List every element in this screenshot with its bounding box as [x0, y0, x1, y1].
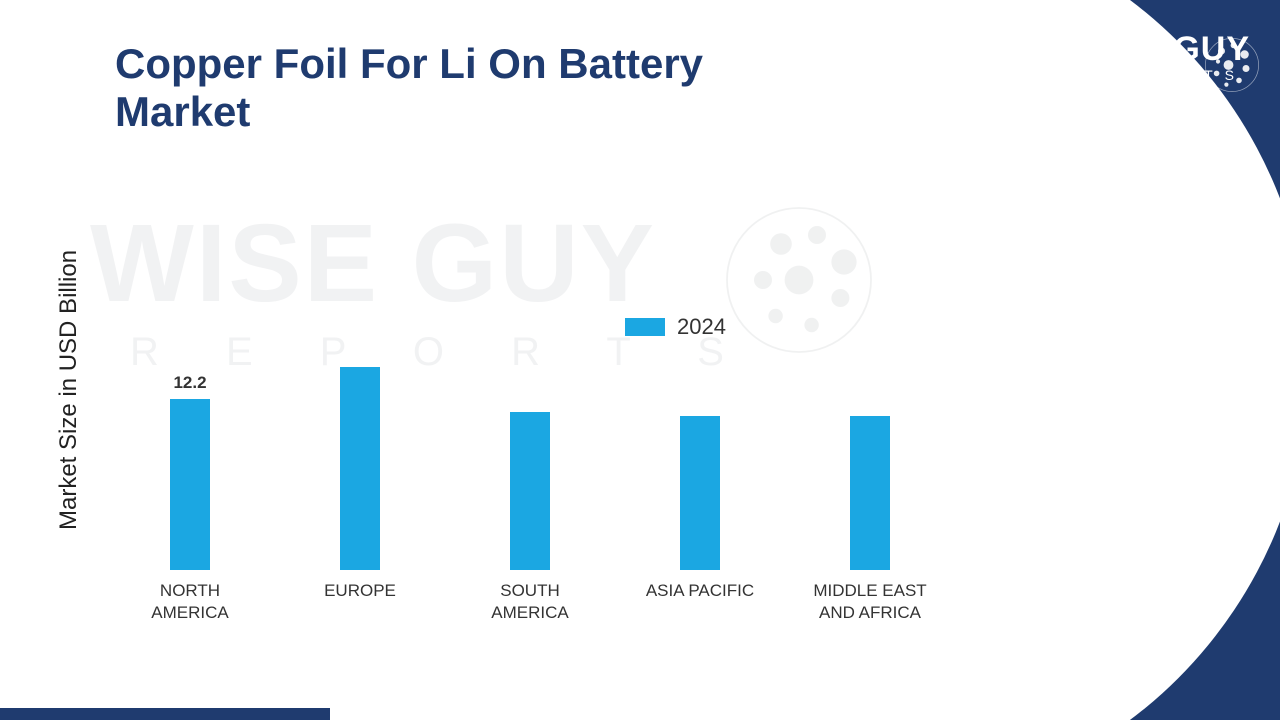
- bar-chart: 12.2: [110, 150, 960, 570]
- bar: [680, 416, 720, 570]
- x-tick-label: SOUTH AMERICA: [465, 580, 595, 624]
- brand-sidebar: WISEGUY REPORTS: [960, 0, 1280, 720]
- chart-title: Copper Foil For Li On Battery Market: [115, 40, 815, 137]
- legend-swatch: [625, 318, 665, 336]
- x-tick-label: NORTH AMERICA: [125, 580, 255, 624]
- x-tick-label: MIDDLE EAST AND AFRICA: [805, 580, 935, 624]
- bar: [510, 412, 550, 570]
- brand-logo: WISEGUY REPORTS: [990, 30, 1250, 83]
- bar-value-label: 12.2: [130, 372, 250, 393]
- y-axis-label: Market Size in USD Billion: [55, 250, 83, 530]
- x-tick-label: ASIA PACIFIC: [635, 580, 765, 602]
- logo-word-1: WISE: [1082, 30, 1173, 68]
- legend-label: 2024: [677, 314, 726, 340]
- bar: [850, 416, 890, 570]
- bar: [340, 367, 380, 570]
- chart-canvas: WISEGUY REPORTS WISE GUY R E P O R T S C…: [0, 0, 1280, 720]
- legend: 2024: [625, 314, 726, 340]
- head-dots-icon: [1190, 30, 1260, 100]
- plot-area: 12.2: [110, 150, 960, 570]
- bar: [170, 399, 210, 570]
- x-tick-label: EUROPE: [295, 580, 425, 602]
- footer-accent-bar: [0, 708, 330, 720]
